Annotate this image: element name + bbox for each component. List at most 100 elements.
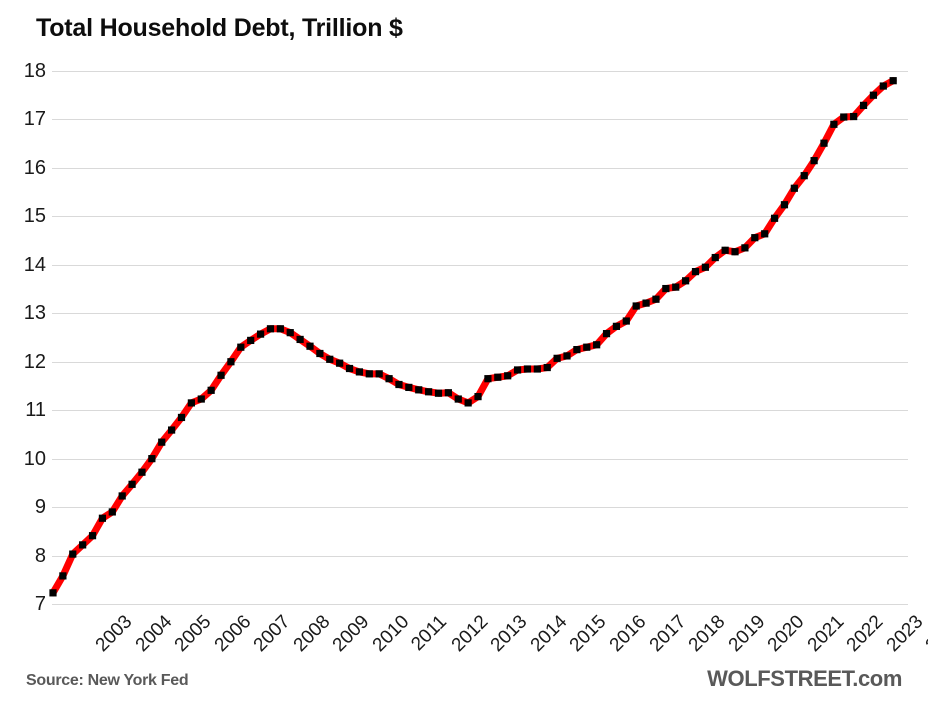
data-point-marker xyxy=(504,372,512,380)
data-point-marker xyxy=(138,468,146,476)
data-point-marker xyxy=(820,139,828,147)
data-point-marker xyxy=(602,330,611,338)
gridline xyxy=(52,555,908,557)
data-point-marker xyxy=(148,455,156,463)
data-point-marker xyxy=(336,359,344,367)
data-point-marker xyxy=(810,157,818,165)
data-point-marker xyxy=(553,354,561,362)
brand-watermark: WOLFSTREET.com xyxy=(707,666,902,691)
data-point-marker xyxy=(217,371,225,379)
gridline xyxy=(52,361,908,363)
data-point-marker xyxy=(256,330,265,338)
data-point-marker xyxy=(316,349,324,358)
data-point-marker xyxy=(761,230,769,238)
data-point-marker xyxy=(79,541,87,549)
x-tick-label: 2009 xyxy=(328,611,374,657)
data-point-marker xyxy=(128,480,136,488)
data-point-marker xyxy=(88,532,97,540)
data-point-marker xyxy=(296,335,304,344)
data-point-marker xyxy=(484,375,492,383)
y-tick-label: 16 xyxy=(23,156,46,179)
data-point-marker xyxy=(652,295,660,303)
data-point-marker xyxy=(682,277,690,285)
data-point-marker xyxy=(415,386,423,394)
data-point-marker xyxy=(286,329,294,337)
data-point-marker xyxy=(197,395,205,403)
data-point-marker xyxy=(830,120,838,128)
data-point-marker xyxy=(711,253,719,262)
data-point-marker xyxy=(513,366,522,374)
data-point-marker xyxy=(365,370,373,378)
data-point-marker xyxy=(395,380,403,389)
source-note: Source: New York Fed xyxy=(26,672,189,689)
data-point-marker xyxy=(859,101,868,109)
y-tick-label: 13 xyxy=(23,302,46,325)
data-point-marker xyxy=(751,234,759,242)
x-tick-label: 2003 xyxy=(91,611,137,657)
x-tick-label: 2010 xyxy=(368,611,414,657)
gridline xyxy=(52,71,908,72)
x-tick-label: 2011 xyxy=(407,611,452,656)
data-point-marker xyxy=(691,268,700,276)
data-point-marker xyxy=(266,325,275,333)
x-tick-label: 2016 xyxy=(605,611,651,657)
data-point-marker xyxy=(108,508,116,516)
x-tick-label: 2020 xyxy=(763,611,809,657)
data-point-marker xyxy=(464,399,472,407)
gridline xyxy=(52,313,908,315)
data-point-marker xyxy=(543,363,551,372)
data-point-marker xyxy=(573,346,581,354)
data-point-marker xyxy=(583,343,591,351)
data-point-marker xyxy=(780,201,789,209)
data-point-marker xyxy=(642,299,650,307)
data-point-marker xyxy=(533,365,541,373)
page-title: Total Household Debt, Trillion $ xyxy=(36,14,403,42)
x-tick-label: 2005 xyxy=(170,611,216,657)
data-point-marker xyxy=(770,214,779,222)
gridline xyxy=(52,458,908,460)
y-tick-label: 18 xyxy=(23,60,46,82)
data-point-marker xyxy=(227,358,235,366)
x-tick-label: 2018 xyxy=(684,611,730,657)
gridline xyxy=(52,216,908,218)
data-point-marker xyxy=(593,341,601,349)
y-tick-label: 7 xyxy=(34,593,46,615)
gridline xyxy=(52,167,908,169)
gridlines xyxy=(52,71,908,605)
data-point-marker xyxy=(118,492,126,500)
y-tick-label: 11 xyxy=(25,399,46,422)
data-point-marker xyxy=(49,589,57,597)
x-tick-label: 2013 xyxy=(487,611,532,657)
data-point-marker xyxy=(425,388,433,396)
data-point-marker xyxy=(207,386,215,394)
y-tick-label: 15 xyxy=(23,205,46,228)
data-point-marker xyxy=(790,184,798,192)
data-point-marker xyxy=(375,370,383,378)
data-point-marker xyxy=(247,336,255,345)
data-point-marker xyxy=(454,395,462,403)
data-point-marker xyxy=(879,82,887,90)
data-point-marker xyxy=(345,364,354,373)
y-tick-label: 9 xyxy=(34,496,46,519)
data-point-marker xyxy=(98,514,107,522)
data-point-marker xyxy=(187,399,195,407)
data-point-marker xyxy=(731,248,739,256)
data-point-marker xyxy=(168,426,176,434)
data-point-marker xyxy=(385,375,393,383)
y-axis: 18 17 16 15 14 13 12 11 10 9 8 7 xyxy=(0,0,46,709)
data-point-marker xyxy=(721,246,729,254)
data-point-marker xyxy=(59,572,67,580)
data-point-marker xyxy=(306,342,314,350)
x-tick-label: 2019 xyxy=(724,611,770,657)
data-point-marker xyxy=(355,368,364,376)
x-tick-label: 2008 xyxy=(289,611,335,657)
gridline xyxy=(52,604,908,605)
data-point-marker xyxy=(869,91,878,99)
data-point-marker xyxy=(276,325,284,333)
plot-area xyxy=(49,71,908,605)
line-series xyxy=(49,77,897,597)
y-tick-label: 12 xyxy=(23,350,46,373)
x-tick-label: 2007 xyxy=(249,611,295,657)
gridline xyxy=(52,410,908,412)
